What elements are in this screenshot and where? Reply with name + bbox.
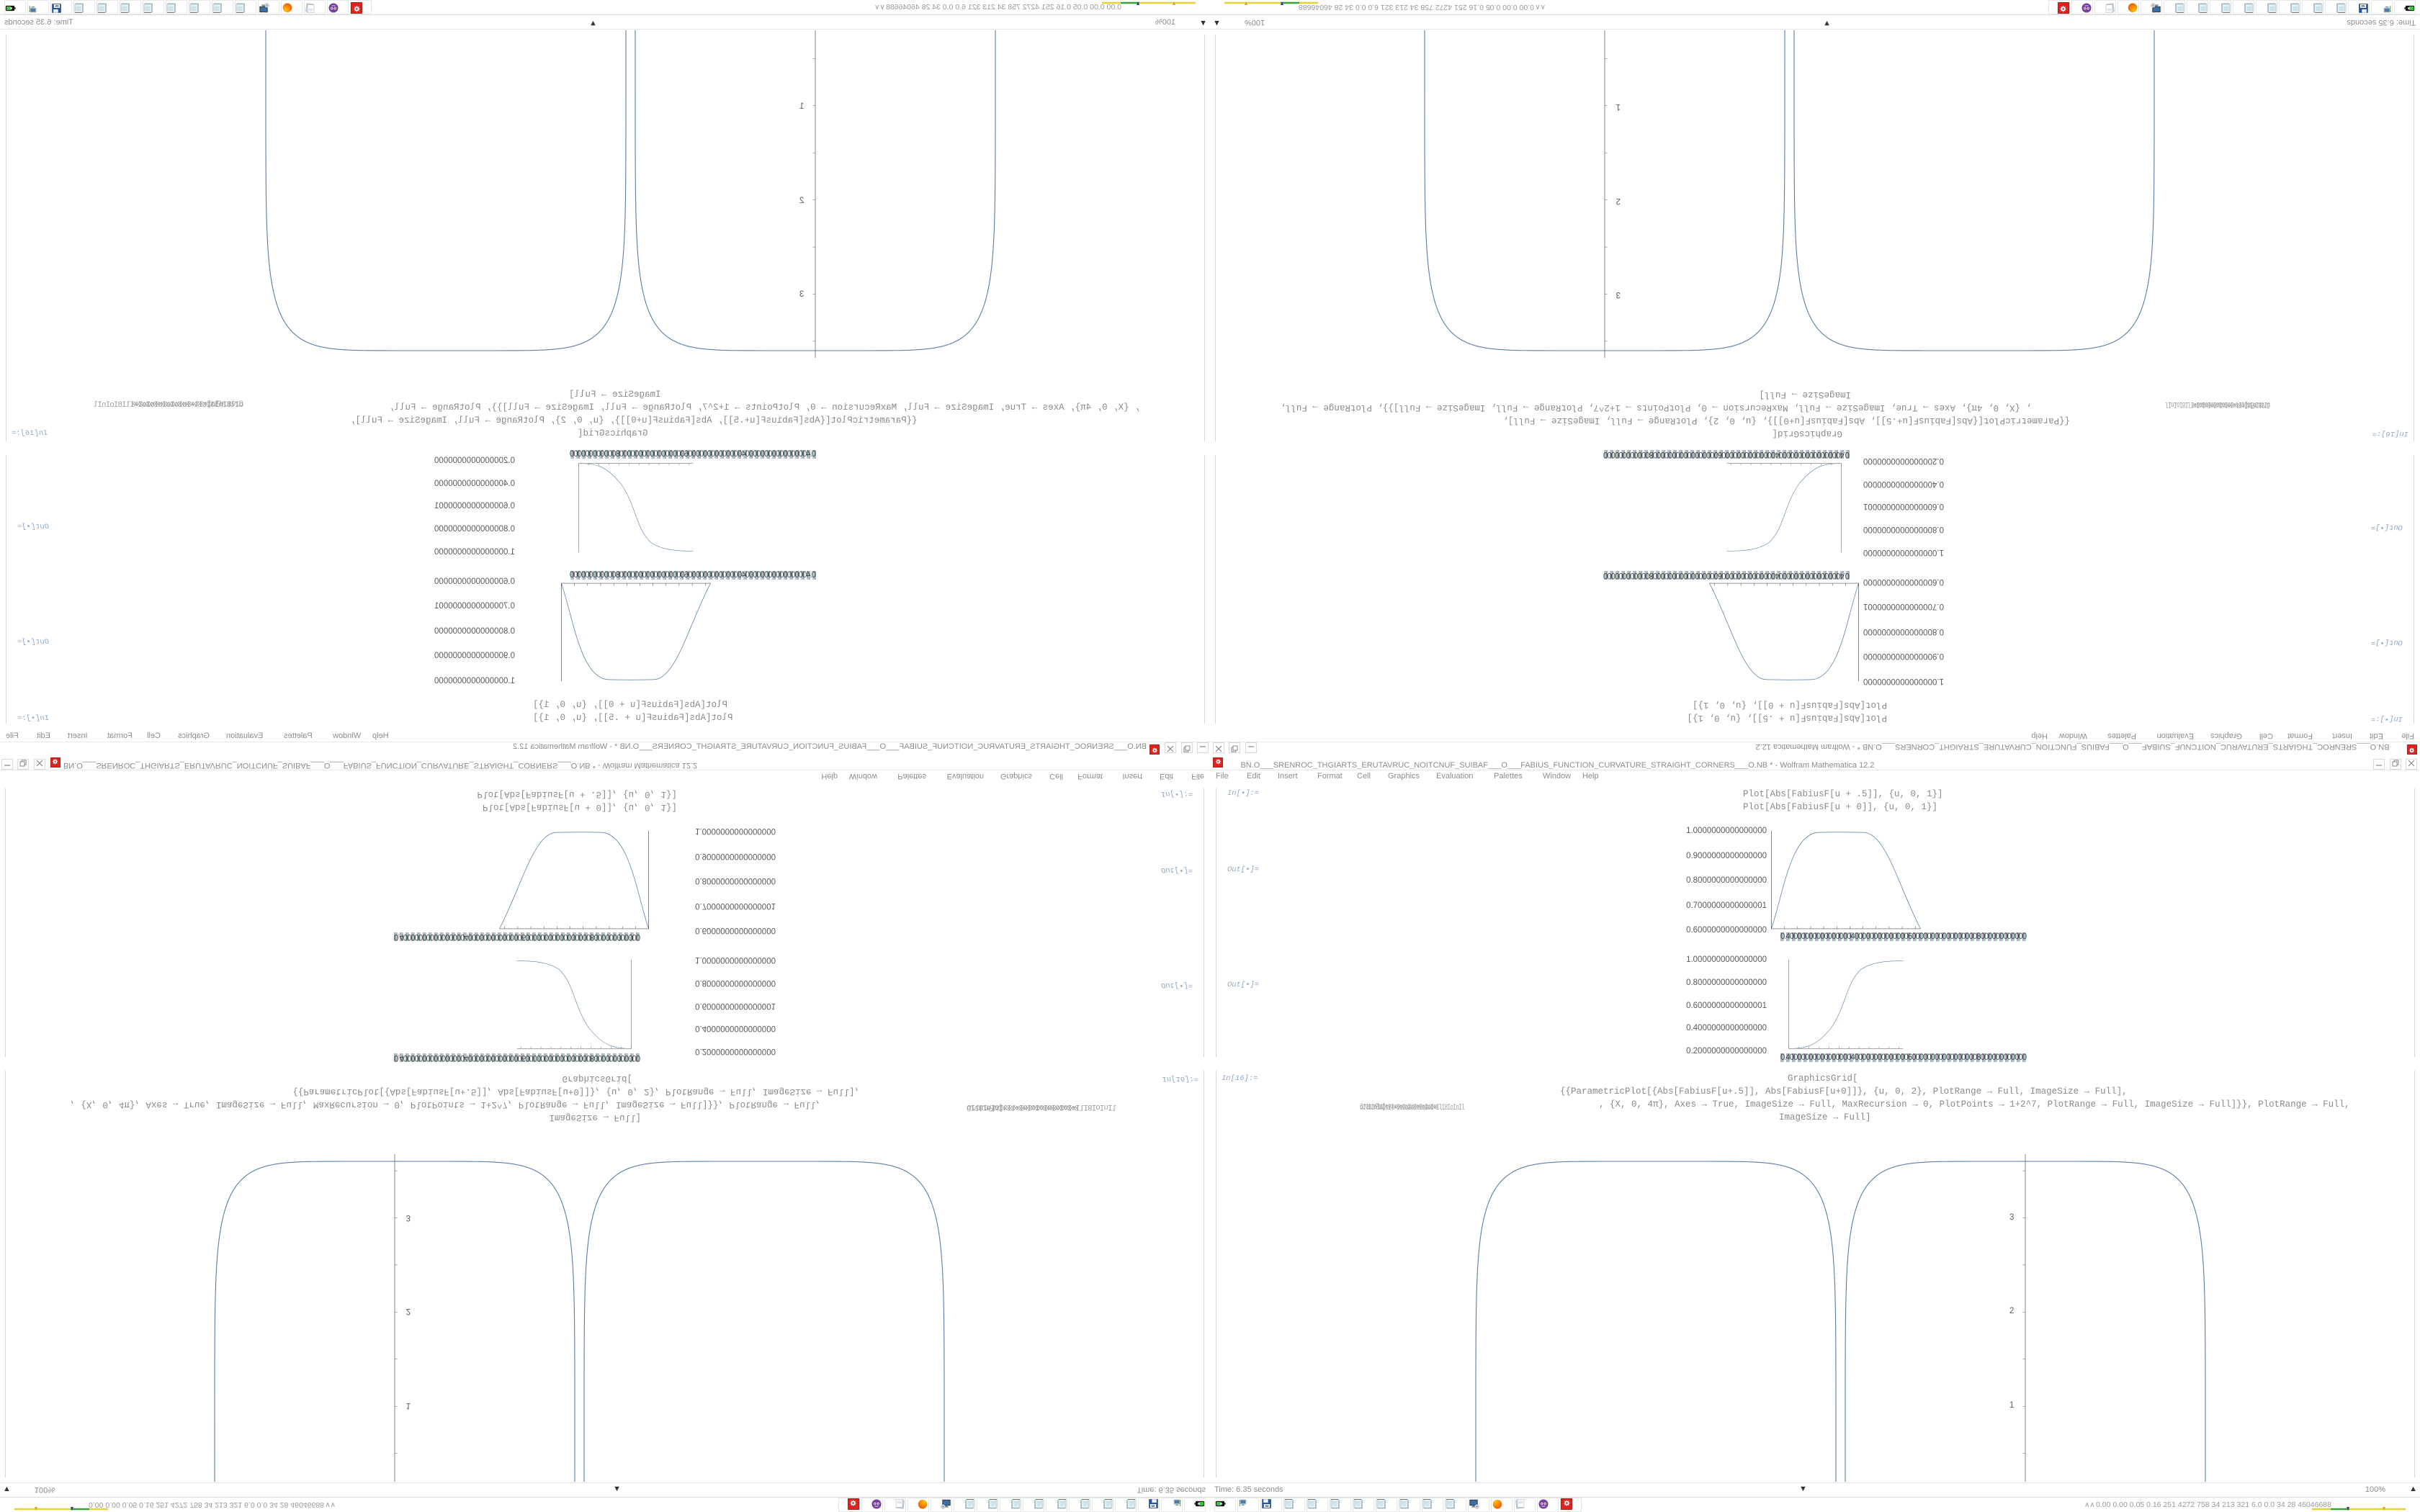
svg-text:64: 64 xyxy=(1265,1504,1269,1508)
svg-text:64: 64 xyxy=(2361,4,2365,8)
svg-text:64: 64 xyxy=(55,4,59,8)
svg-text:64: 64 xyxy=(1151,1504,1155,1508)
